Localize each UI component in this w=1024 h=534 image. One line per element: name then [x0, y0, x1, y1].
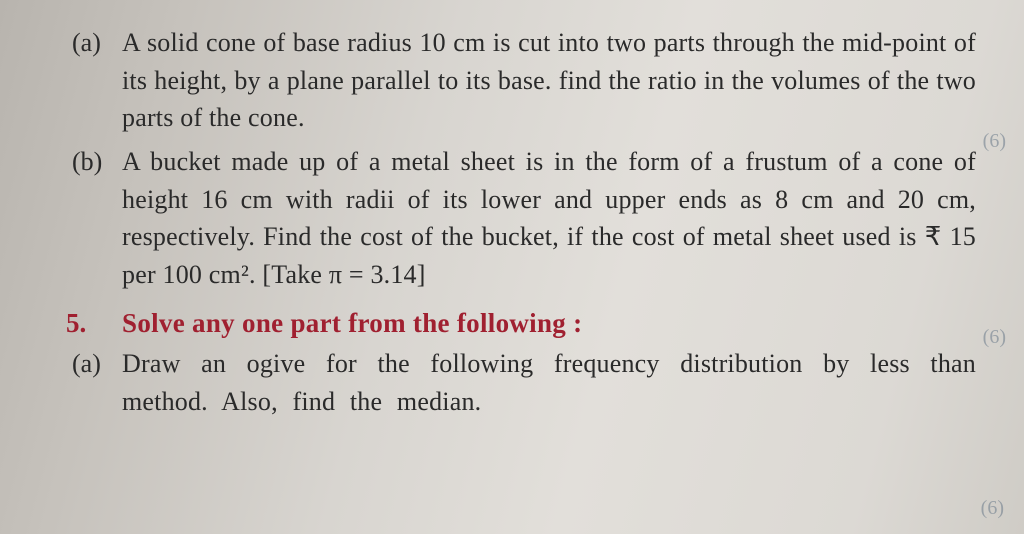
question-4a: (a) A solid cone of base radius 10 cm is…	[60, 24, 984, 137]
question-4b: (b) A bucket made up of a metal sheet is…	[60, 143, 984, 294]
question-5a: (a) Draw an ogive for the following freq…	[60, 345, 984, 420]
question-5-heading: 5. Solve any one part from the following…	[60, 308, 984, 339]
part-label-4a: (a)	[60, 24, 122, 137]
top-cut-line	[60, 0, 984, 6]
part-text-4a: A solid cone of base radius 10 cm is cut…	[122, 24, 984, 137]
part-text-4b: A bucket made up of a metal sheet is in …	[122, 143, 984, 294]
question-title-5: Solve any one part from the following :	[122, 308, 984, 339]
marks-note-4a: (6)	[983, 130, 1006, 153]
marks-note-5a: (6)	[981, 497, 1004, 520]
marks-note-4b: (6)	[983, 326, 1006, 349]
part-label-4b: (b)	[60, 143, 122, 294]
page: (a) A solid cone of base radius 10 cm is…	[0, 0, 1024, 534]
part-text-5a: Draw an ogive for the following frequenc…	[122, 345, 984, 420]
question-number-5: 5.	[60, 308, 122, 339]
part-label-5a: (a)	[60, 345, 122, 420]
